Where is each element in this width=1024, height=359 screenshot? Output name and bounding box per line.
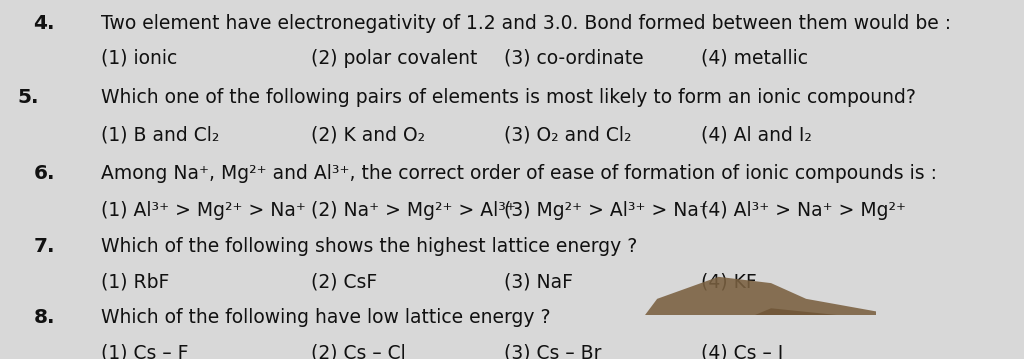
Polygon shape [627, 277, 894, 359]
Text: (4) Al and I₂: (4) Al and I₂ [701, 126, 812, 145]
Text: (4) Al³⁺ > Na⁺ > Mg²⁺: (4) Al³⁺ > Na⁺ > Mg²⁺ [701, 201, 906, 220]
Text: 5.: 5. [17, 88, 39, 107]
Text: (3) Cs – Br: (3) Cs – Br [504, 344, 601, 359]
Text: (1) Al³⁺ > Mg²⁺ > Na⁺: (1) Al³⁺ > Mg²⁺ > Na⁺ [100, 201, 305, 220]
Text: (2) Cs – Cl: (2) Cs – Cl [311, 344, 406, 359]
Text: (1) Cs – F: (1) Cs – F [100, 344, 188, 359]
Text: Among Na⁺, Mg²⁺ and Al³⁺, the correct order of ease of formation of ionic compou: Among Na⁺, Mg²⁺ and Al³⁺, the correct or… [100, 164, 937, 183]
Text: 4.: 4. [34, 14, 55, 33]
Text: (3) co-ordinate: (3) co-ordinate [504, 49, 643, 68]
Text: (3) NaF: (3) NaF [504, 272, 572, 291]
Text: (2) CsF: (2) CsF [311, 272, 377, 291]
Text: 6.: 6. [34, 164, 55, 183]
Text: (2) K and O₂: (2) K and O₂ [311, 126, 425, 145]
Text: 7.: 7. [34, 237, 55, 256]
Text: (4) KF: (4) KF [701, 272, 757, 291]
Text: (4) Cs – I: (4) Cs – I [701, 344, 783, 359]
Text: (1) B and Cl₂: (1) B and Cl₂ [100, 126, 219, 145]
Text: (2) polar covalent: (2) polar covalent [311, 49, 477, 68]
Text: (3) O₂ and Cl₂: (3) O₂ and Cl₂ [504, 126, 632, 145]
Text: Which of the following have low lattice energy ?: Which of the following have low lattice … [100, 308, 550, 327]
Polygon shape [719, 308, 894, 359]
Text: Which of the following shows the highest lattice energy ?: Which of the following shows the highest… [100, 237, 637, 256]
Text: (3) Mg²⁺ > Al³⁺ > Na⁺: (3) Mg²⁺ > Al³⁺ > Na⁺ [504, 201, 709, 220]
Text: Two element have electronegativity of 1.2 and 3.0. Bond formed between them woul: Two element have electronegativity of 1.… [100, 14, 951, 33]
Text: (4) metallic: (4) metallic [701, 49, 808, 68]
Text: Which one of the following pairs of elements is most likely to form an ionic com: Which one of the following pairs of elem… [100, 88, 915, 107]
Text: (2) Na⁺ > Mg²⁺ > Al³⁺: (2) Na⁺ > Mg²⁺ > Al³⁺ [311, 201, 516, 220]
Text: 8.: 8. [34, 308, 55, 327]
Text: (1) ionic: (1) ionic [100, 49, 177, 68]
Text: (1) RbF: (1) RbF [100, 272, 169, 291]
